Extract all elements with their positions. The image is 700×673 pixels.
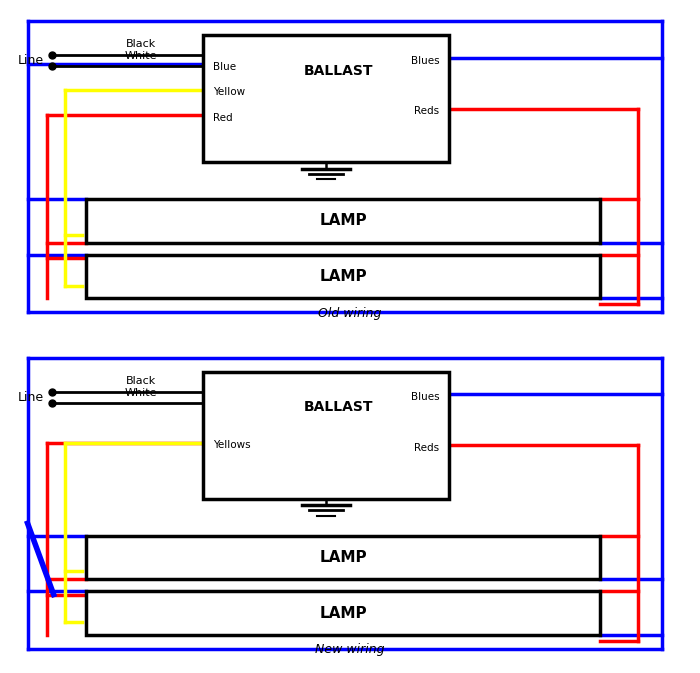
Text: Red: Red — [213, 112, 232, 122]
Bar — [202, 35, 449, 162]
Text: Yellows: Yellows — [213, 440, 251, 450]
Text: New wiring: New wiring — [315, 643, 385, 656]
Bar — [86, 199, 601, 242]
Text: Yellow: Yellow — [213, 87, 245, 97]
Bar — [86, 536, 601, 579]
Text: Line: Line — [18, 54, 43, 67]
Text: White: White — [125, 388, 157, 398]
Bar — [202, 371, 449, 499]
Text: Reds: Reds — [414, 443, 439, 453]
Text: Blue: Blue — [213, 62, 236, 72]
Text: LAMP: LAMP — [319, 550, 367, 565]
Bar — [86, 592, 601, 635]
Text: LAMP: LAMP — [319, 213, 367, 228]
Bar — [86, 255, 601, 298]
Text: Blues: Blues — [411, 392, 439, 402]
Text: Black: Black — [125, 39, 156, 49]
Text: BALLAST: BALLAST — [304, 64, 373, 77]
Text: Black: Black — [125, 376, 156, 386]
Text: LAMP: LAMP — [319, 269, 367, 284]
Text: Reds: Reds — [414, 106, 439, 116]
Text: Line: Line — [18, 390, 43, 404]
Text: LAMP: LAMP — [319, 606, 367, 621]
Text: Blues: Blues — [411, 55, 439, 65]
Text: White: White — [125, 51, 157, 61]
Text: Old wiring: Old wiring — [318, 307, 382, 320]
Text: BALLAST: BALLAST — [304, 400, 373, 414]
